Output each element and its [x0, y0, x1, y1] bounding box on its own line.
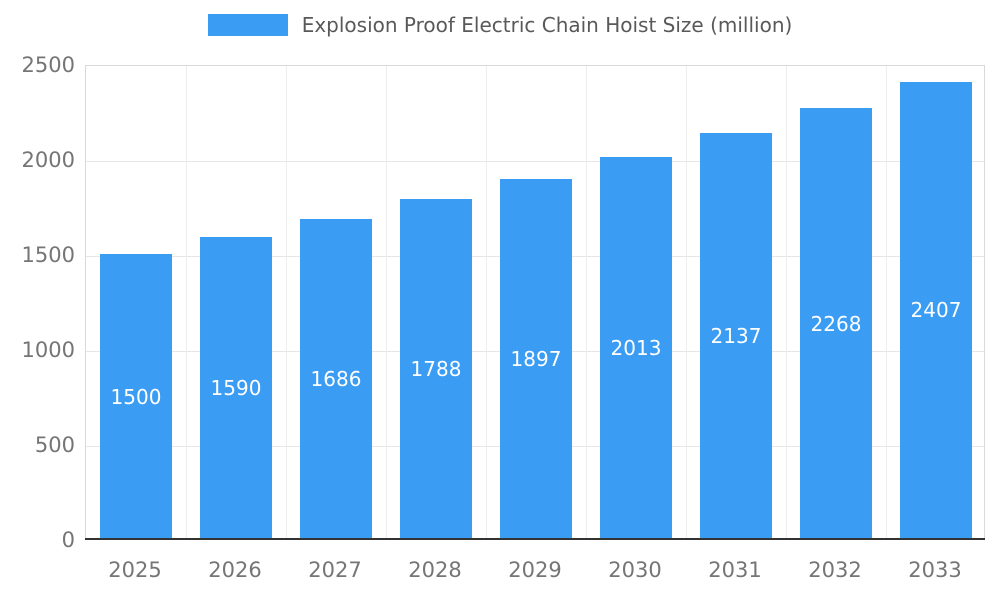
bar-value-label: 2013 — [610, 335, 662, 360]
bar[interactable]: 2137 — [700, 132, 772, 539]
v-gridline — [886, 66, 887, 539]
h-gridline — [86, 161, 984, 162]
v-gridline — [286, 66, 287, 539]
legend[interactable]: Explosion Proof Electric Chain Hoist Siz… — [0, 13, 1000, 37]
bar-value-label: 2137 — [710, 323, 762, 348]
y-tick-label: 0 — [61, 528, 75, 552]
bar[interactable]: 2407 — [900, 81, 972, 539]
y-tick-label: 500 — [34, 433, 75, 457]
bar-value-label: 1686 — [310, 366, 362, 391]
v-gridline — [586, 66, 587, 539]
x-tick-label: 2029 — [508, 558, 562, 582]
x-tick-label: 2028 — [408, 558, 462, 582]
legend-label: Explosion Proof Electric Chain Hoist Siz… — [301, 13, 793, 37]
bar-value-label: 1897 — [510, 346, 562, 371]
bar-value-label: 2407 — [910, 298, 962, 323]
bar[interactable]: 1500 — [100, 254, 172, 539]
bar[interactable]: 1788 — [400, 199, 472, 539]
v-gridline — [686, 66, 687, 539]
legend-swatch[interactable] — [207, 14, 288, 36]
x-tick-label: 2033 — [908, 558, 962, 582]
bar[interactable]: 2013 — [600, 156, 672, 539]
x-tick-label: 2026 — [208, 558, 262, 582]
y-tick-label: 1500 — [21, 243, 75, 267]
x-tick-label: 2031 — [708, 558, 762, 582]
x-tick-label: 2025 — [108, 558, 162, 582]
plot-area: 1500 1590 1686 1788 1897 2013 2137 2268 2407 — [85, 65, 985, 540]
v-gridline — [186, 66, 187, 539]
v-gridline — [786, 66, 787, 539]
bar[interactable]: 1686 — [300, 218, 372, 539]
y-tick-label: 2500 — [21, 53, 75, 77]
bar-value-label: 1788 — [410, 357, 462, 382]
x-axis-line — [85, 538, 985, 540]
bar-value-label: 1500 — [110, 384, 162, 409]
y-tick-label: 2000 — [21, 148, 75, 172]
bar[interactable]: 1897 — [500, 178, 572, 539]
x-tick-label: 2027 — [308, 558, 362, 582]
bar-value-label: 1590 — [210, 375, 262, 400]
bar-value-label: 2268 — [810, 311, 862, 336]
x-tick-label: 2032 — [808, 558, 862, 582]
v-gridline — [386, 66, 387, 539]
x-tick-label: 2030 — [608, 558, 662, 582]
v-gridline — [486, 66, 487, 539]
y-tick-label: 1000 — [21, 338, 75, 362]
bar[interactable]: 2268 — [800, 108, 872, 539]
bar[interactable]: 1590 — [200, 236, 272, 539]
